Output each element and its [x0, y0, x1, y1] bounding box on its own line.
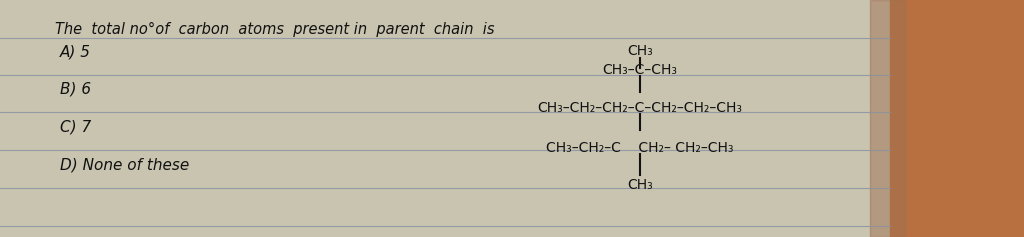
Text: C) 7: C) 7 [60, 120, 91, 135]
Text: The  total no°of  carbon  atoms  present in  parent  chain  is: The total no°of carbon atoms present in … [55, 22, 495, 37]
Text: CH₃: CH₃ [627, 178, 653, 192]
Text: CH₃: CH₃ [627, 44, 653, 58]
Text: CH₃–CH₂–CH₂–C–CH₂–CH₂–CH₃: CH₃–CH₂–CH₂–C–CH₂–CH₂–CH₃ [538, 101, 742, 115]
Bar [890, 0, 1024, 237]
Text: B) 6: B) 6 [60, 82, 91, 97]
Text: D) None of these: D) None of these [60, 158, 189, 173]
Text: CH₃–C–CH₃: CH₃–C–CH₃ [602, 63, 678, 77]
Text: A) 5: A) 5 [60, 44, 91, 59]
Text: CH₃–CH₂–C    CH₂– CH₂–CH₃: CH₃–CH₂–C CH₂– CH₂–CH₃ [546, 141, 734, 155]
Bar [870, 0, 905, 237]
